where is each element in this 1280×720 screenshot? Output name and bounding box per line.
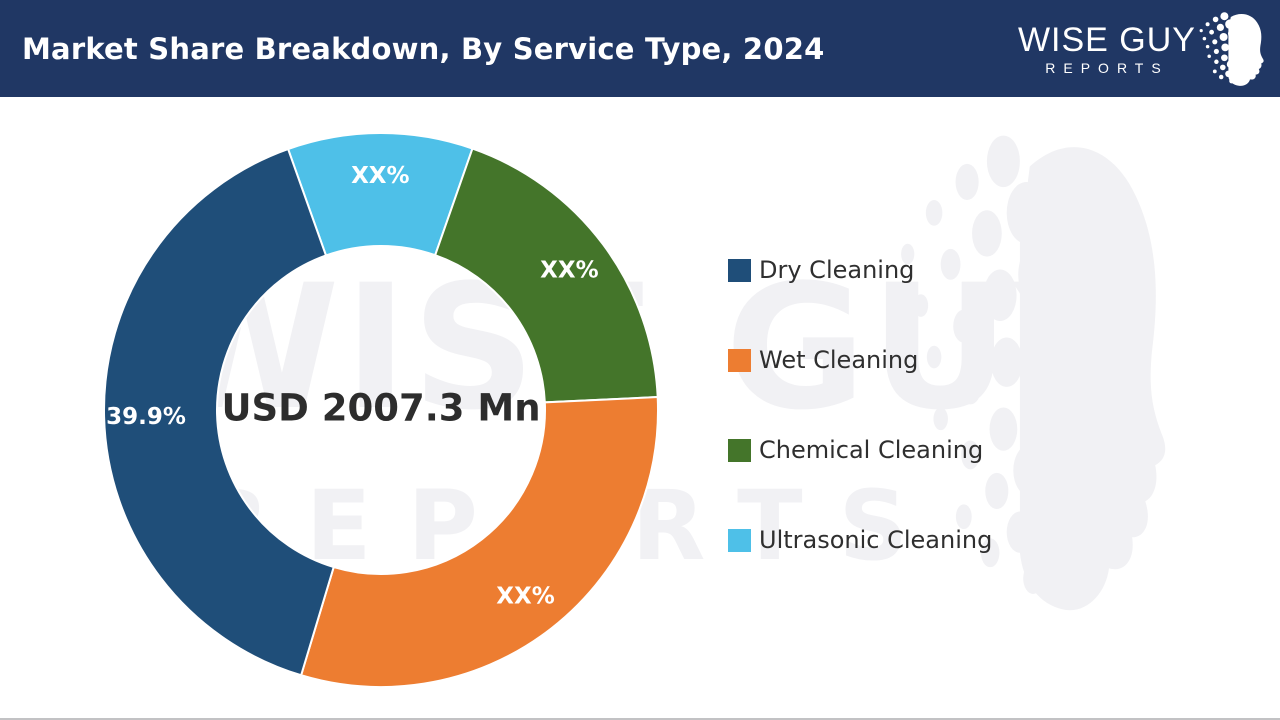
legend-label: Ultrasonic Cleaning <box>759 526 993 554</box>
legend-swatch <box>728 258 751 282</box>
donut-slice-dry-cleaning <box>103 147 335 677</box>
header: Market Share Breakdown, By Service Type,… <box>0 0 1280 97</box>
logo-text: WISE GUY REPORTS <box>1017 20 1196 77</box>
logo-head-icon <box>1199 12 1264 86</box>
legend-swatch <box>728 348 751 372</box>
legend-item-dry-cleaning: Dry Cleaning <box>728 258 914 282</box>
legend-swatch <box>728 528 751 552</box>
donut-chart: XX% XX% XX% 39.9% <box>103 132 659 688</box>
legend-item-wet-cleaning: Wet Cleaning <box>728 348 918 372</box>
donut-slice-chemical-cleaning <box>433 147 659 404</box>
slice-label: 39.9% <box>106 404 186 430</box>
wiseguy-logo: WISE GUY REPORTS <box>1018 8 1266 90</box>
page-title: Market Share Breakdown, By Service Type,… <box>22 31 825 66</box>
slice-label: XX% <box>496 583 555 609</box>
legend-label: Wet Cleaning <box>759 346 919 374</box>
donut-slice-wet-cleaning <box>299 396 659 688</box>
legend-label: Dry Cleaning <box>759 256 915 284</box>
logo-wordmark: WISE GUY <box>1017 20 1196 59</box>
legend-item-ultrasonic-cleaning: Ultrasonic Cleaning <box>728 528 992 552</box>
chart-center-value: USD 2007.3 Mn <box>221 386 541 430</box>
logo-subtext: REPORTS <box>1045 60 1169 77</box>
slice-label: XX% <box>540 258 599 284</box>
slice-label: XX% <box>351 163 410 189</box>
legend-label: Chemical Cleaning <box>759 436 984 464</box>
bottom-border <box>0 718 1280 720</box>
legend-swatch <box>728 438 751 462</box>
legend-item-chemical-cleaning: Chemical Cleaning <box>728 438 983 462</box>
